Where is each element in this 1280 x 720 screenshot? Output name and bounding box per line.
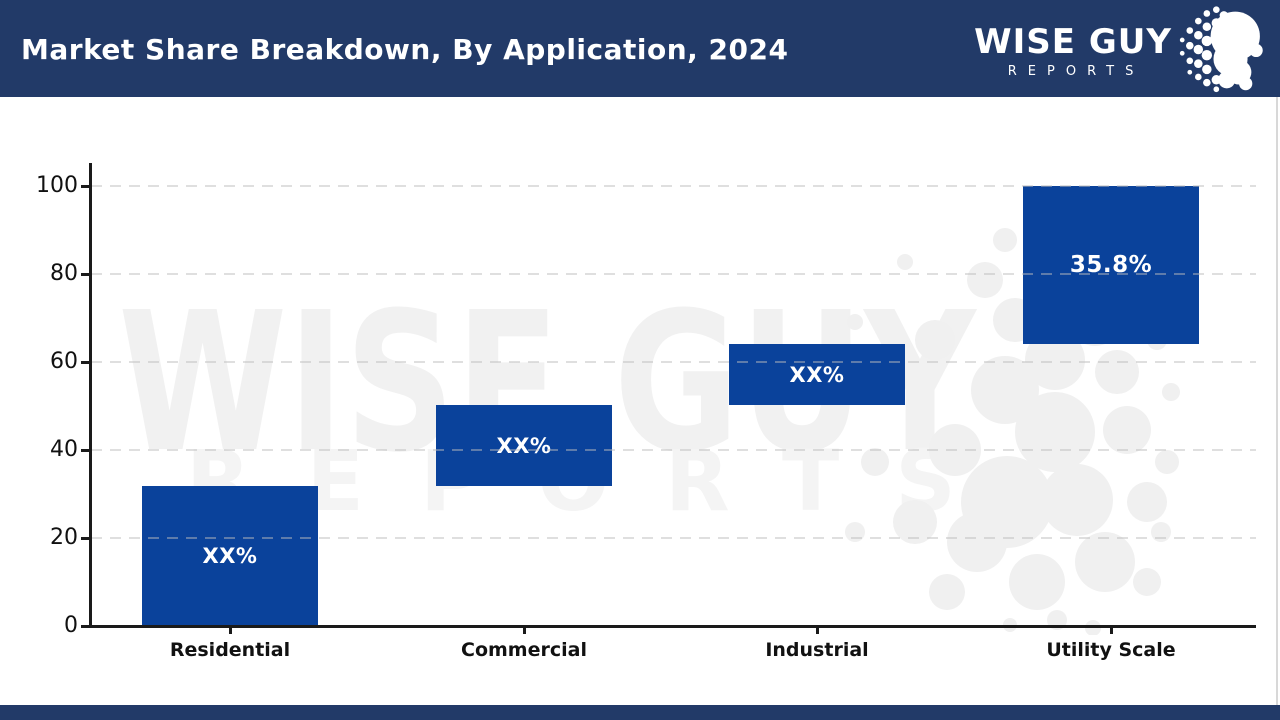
plot-area: XX% XX% XX% 35.8% (91, 164, 1256, 626)
gridline-y100 (91, 185, 1256, 187)
y-tick-mark-60 (81, 361, 89, 364)
y-tick-mark-100 (81, 185, 89, 188)
bar-industrial: XX% (729, 343, 905, 406)
y-axis-line (89, 163, 92, 628)
bar-value-label-residential: XX% (202, 544, 258, 569)
bar-commercial: XX% (436, 405, 612, 487)
x-tick-mark-utility-scale (1110, 628, 1113, 634)
gridline-y20 (91, 537, 1256, 539)
bar-residential: XX% (142, 486, 318, 626)
y-tick-label-80: 80 (50, 261, 78, 286)
x-tick-label-industrial: Industrial (765, 639, 869, 661)
y-tick-mark-0 (81, 625, 89, 628)
y-tick-mark-20 (81, 537, 89, 540)
header-bar: Market Share Breakdown, By Application, … (0, 0, 1280, 97)
y-tick-label-100: 100 (36, 173, 78, 198)
y-tick-mark-40 (81, 449, 89, 452)
bar-value-label-industrial: XX% (789, 362, 845, 387)
gridline-y80 (91, 273, 1256, 275)
y-tick-label-20: 20 (50, 525, 78, 550)
brand-logo: WISE GUY REPORTS (974, 0, 1272, 97)
brand-head-icon (1179, 6, 1263, 93)
x-tick-mark-residential (229, 628, 232, 634)
x-tick-label-commercial: Commercial (461, 639, 587, 661)
bar-value-label-commercial: XX% (496, 433, 552, 458)
y-tick-label-60: 60 (50, 349, 78, 374)
gridline-y40 (91, 449, 1256, 451)
y-tick-mark-80 (81, 273, 89, 276)
x-tick-mark-industrial (816, 628, 819, 634)
x-tick-label-utility-scale: Utility Scale (1046, 639, 1176, 661)
footer-bar (0, 705, 1280, 720)
brand-logo-text: WISE GUY REPORTS (974, 22, 1172, 79)
bar-utility-scale: 35.8% (1023, 186, 1199, 344)
page-title: Market Share Breakdown, By Application, … (21, 33, 789, 66)
x-tick-mark-commercial (523, 628, 526, 634)
brand-subtitle: REPORTS (1007, 64, 1145, 79)
frame-right-border (1276, 97, 1278, 705)
x-axis-line (89, 625, 1256, 628)
gridline-y60 (91, 361, 1256, 363)
brand-name: WISE GUY (974, 22, 1172, 62)
y-tick-label-0: 0 (64, 613, 78, 638)
y-tick-label-40: 40 (50, 437, 78, 462)
x-tick-label-residential: Residential (169, 639, 291, 661)
